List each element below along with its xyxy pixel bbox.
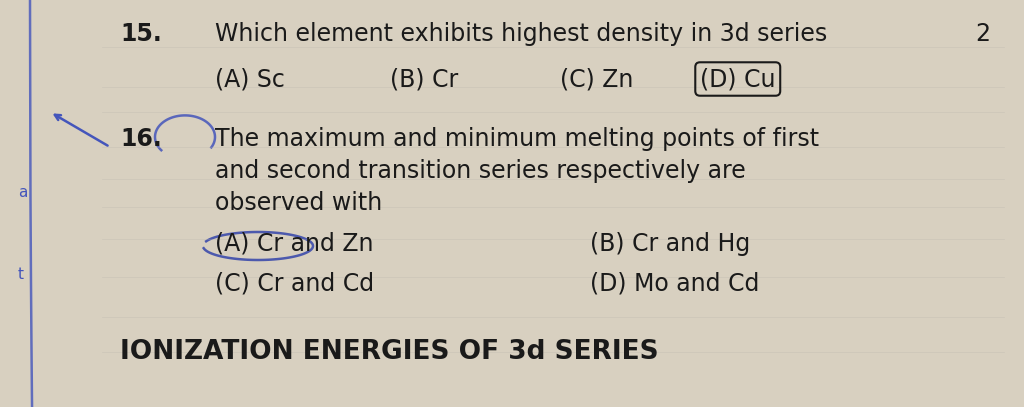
- Text: (A) Sc: (A) Sc: [215, 67, 285, 91]
- Text: 15.: 15.: [120, 22, 162, 46]
- Text: observed with: observed with: [215, 191, 382, 215]
- Text: 2: 2: [975, 22, 990, 46]
- Text: (D) Cu: (D) Cu: [700, 67, 775, 91]
- Text: Which element exhibits highest density in 3d series: Which element exhibits highest density i…: [215, 22, 827, 46]
- Text: (B) Cr and Hg: (B) Cr and Hg: [590, 232, 751, 256]
- Text: (A) Cr and Zn: (A) Cr and Zn: [215, 232, 374, 256]
- Text: and second transition series respectively are: and second transition series respectivel…: [215, 159, 745, 183]
- Text: a: a: [18, 185, 28, 200]
- Text: (C) Zn: (C) Zn: [560, 67, 634, 91]
- Text: 16.: 16.: [120, 127, 162, 151]
- Text: (C) Cr and Cd: (C) Cr and Cd: [215, 272, 374, 296]
- Text: (B) Cr: (B) Cr: [390, 67, 459, 91]
- Text: IONIZATION ENERGIES OF 3d SERIES: IONIZATION ENERGIES OF 3d SERIES: [120, 339, 658, 365]
- Text: The maximum and minimum melting points of first: The maximum and minimum melting points o…: [215, 127, 819, 151]
- Text: (D) Mo and Cd: (D) Mo and Cd: [590, 272, 760, 296]
- Text: t: t: [18, 267, 24, 282]
